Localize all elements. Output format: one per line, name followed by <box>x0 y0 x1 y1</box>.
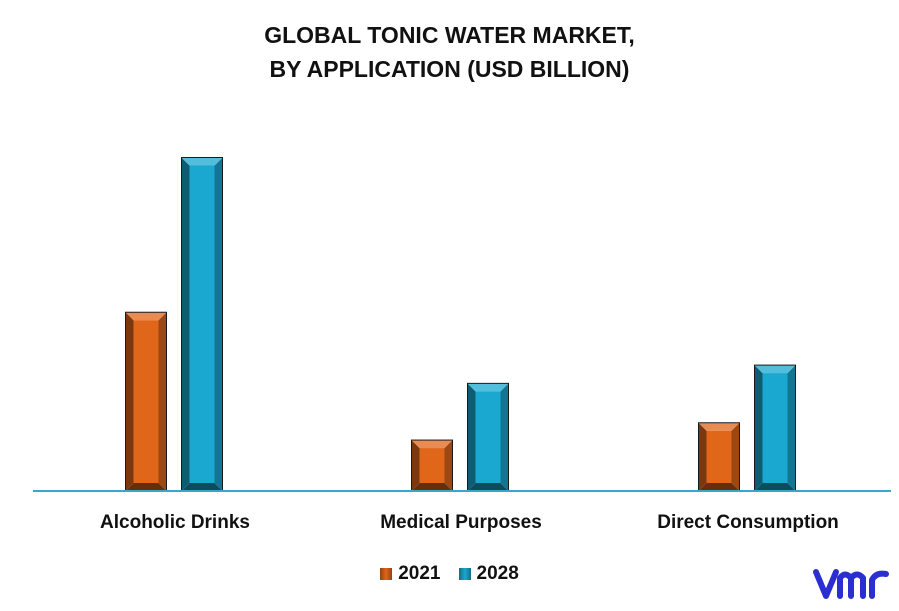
bar-front-face <box>762 373 788 483</box>
x-tick-label-direct-consumption: Direct Consumption <box>657 512 839 533</box>
bars-layer <box>125 156 796 492</box>
bar-2021-medical-purposes <box>411 439 453 492</box>
bar-2028-direct-consumption <box>754 364 796 492</box>
bar-front-face <box>706 430 732 483</box>
bar-left-face <box>181 157 190 491</box>
category-labels-layer: Alcoholic Drinks Medical Purposes Direct C… <box>100 512 839 533</box>
legend-label-2028: 2028 <box>476 563 519 584</box>
bar-right-face <box>731 422 740 491</box>
bar-bottom-face <box>411 483 453 491</box>
bar-left-face <box>754 365 763 491</box>
bar-right-face <box>214 157 223 491</box>
chart-title: GLOBAL TONIC WATER MARKET, BY APPLICATIO… <box>0 18 899 86</box>
legend-swatch-2021 <box>380 568 393 580</box>
legend-item-2028: 2028 <box>458 563 519 585</box>
bar-bottom-face <box>698 483 740 491</box>
bar-top-face <box>467 383 509 392</box>
legend: 2021 2028 <box>0 563 899 585</box>
bar-front-face <box>419 448 445 483</box>
bar-top-face <box>181 157 223 166</box>
bar-2021-alcoholic-drinks <box>125 311 167 492</box>
bar-2021-direct-consumption <box>698 422 740 492</box>
bar-front-face <box>189 165 215 483</box>
x-tick-label-medical-purposes: Medical Purposes <box>380 512 542 533</box>
bar-right-face <box>787 365 796 491</box>
legend-swatch-2028 <box>458 568 471 580</box>
bar-top-face <box>125 312 167 321</box>
bar-left-face <box>411 440 420 491</box>
bar-bottom-face <box>181 483 223 491</box>
bar-left-face <box>125 312 134 491</box>
x-tick-label-alcoholic-drinks: Alcoholic Drinks <box>100 512 250 533</box>
bar-bottom-face <box>125 483 167 491</box>
bar-top-face <box>754 365 796 374</box>
bar-front-face <box>133 320 159 483</box>
bar-right-face <box>500 383 509 491</box>
legend-item-2021: 2021 <box>380 563 441 585</box>
bar-2028-alcoholic-drinks <box>181 156 223 492</box>
vmr-logo <box>813 569 889 599</box>
chart-title-line-1: GLOBAL TONIC WATER MARKET, <box>264 22 635 48</box>
bar-front-face <box>475 391 501 483</box>
bar-top-face <box>698 422 740 431</box>
legend-label-2021: 2021 <box>398 563 441 584</box>
bar-left-face <box>698 422 707 491</box>
bar-top-face <box>411 440 453 449</box>
chart-title-line-2: BY APPLICATION (USD BILLION) <box>269 56 630 82</box>
bar-2028-medical-purposes <box>467 382 509 492</box>
bar-bottom-face <box>467 483 509 491</box>
bar-left-face <box>467 383 476 491</box>
bar-right-face <box>158 312 167 491</box>
bar-bottom-face <box>754 483 796 491</box>
bar-right-face <box>444 440 453 491</box>
